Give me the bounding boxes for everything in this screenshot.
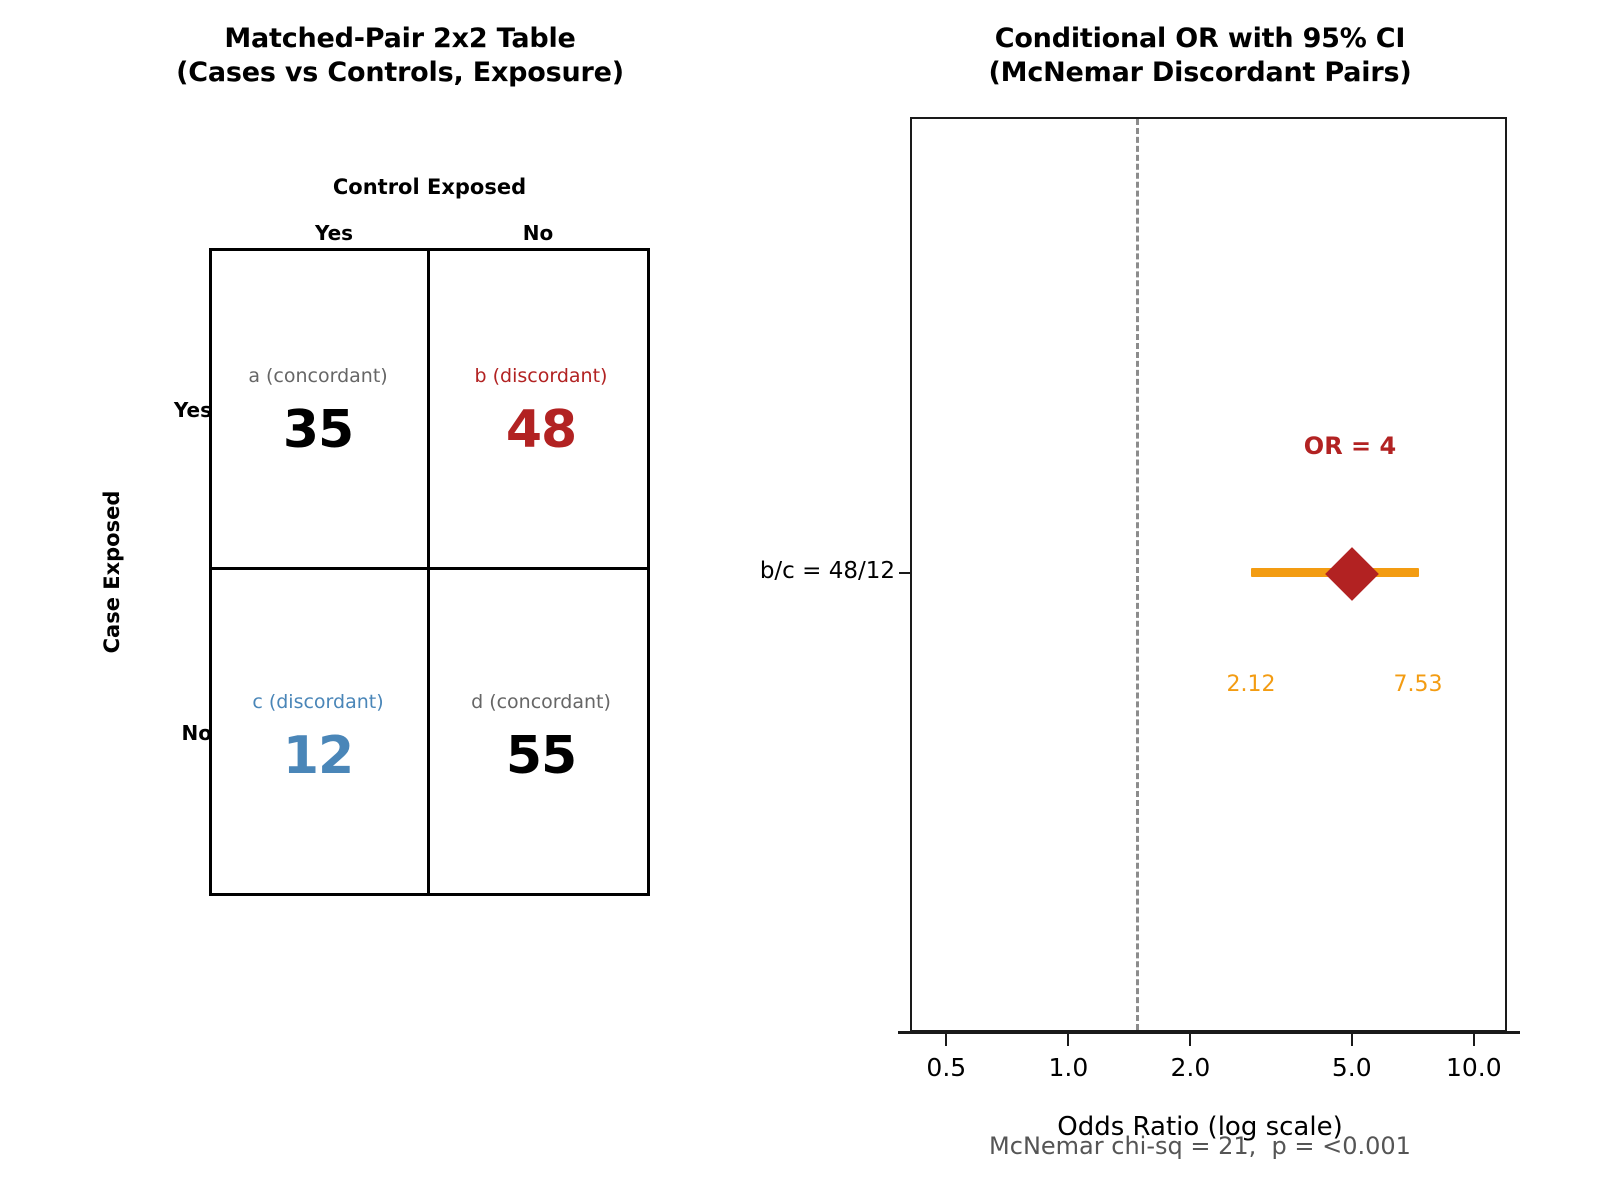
odds-ratio-value-label: OR = 4 bbox=[1303, 432, 1397, 460]
right-panel-title-line2: (McNemar Discordant Pairs) bbox=[988, 57, 1412, 88]
control-exposed-label: Control Exposed bbox=[332, 175, 527, 199]
x-axis-tick-0.5 bbox=[945, 1031, 948, 1046]
left-panel-title-line1: Matched-Pair 2x2 Table bbox=[224, 23, 576, 54]
x-axis-tick-2.0 bbox=[1189, 1031, 1192, 1046]
x-axis-tick-label-5.0: 5.0 bbox=[1331, 1053, 1372, 1082]
matched-pair-table-panel: Matched-Pair 2x2 Table (Cases vs Control… bbox=[0, 22, 800, 896]
x-axis-tick-10.0 bbox=[1472, 1031, 1475, 1046]
ci-lower-bound-label: 2.12 bbox=[1226, 672, 1276, 697]
cell-b-label: b (discordant) bbox=[474, 365, 608, 387]
case-exposed-label: Case Exposed bbox=[100, 490, 124, 654]
cell-c-label: c (discordant) bbox=[252, 691, 384, 713]
x-axis-tick-label-10.0: 10.0 bbox=[1445, 1053, 1502, 1082]
x-axis-line bbox=[898, 1031, 1520, 1034]
null-reference-line bbox=[1136, 119, 1139, 1030]
left-panel-title: Matched-Pair 2x2 Table (Cases vs Control… bbox=[0, 22, 800, 90]
cell-c-value: 12 bbox=[282, 726, 354, 786]
y-axis-tick bbox=[899, 572, 910, 574]
row-header-no: No bbox=[181, 721, 212, 745]
mcnemar-test-footnote: McNemar chi-sq = 21, p = <0.001 bbox=[989, 1132, 1411, 1160]
cell-a-value: 35 bbox=[282, 400, 354, 460]
ci-upper-bound-label: 7.53 bbox=[1393, 672, 1443, 697]
table-horizontal-divider bbox=[209, 567, 650, 570]
x-axis-tick-label-0.5: 0.5 bbox=[926, 1053, 967, 1082]
right-panel-title-line1: Conditional OR with 95% CI bbox=[994, 23, 1406, 54]
table-vertical-divider bbox=[427, 248, 430, 896]
left-panel-title-line2: (Cases vs Controls, Exposure) bbox=[176, 57, 624, 88]
x-axis-tick-1.0 bbox=[1067, 1031, 1070, 1046]
forest-plot-panel: Conditional OR with 95% CI (McNemar Disc… bbox=[760, 0, 1600, 1200]
discordant-pairs-row-label: b/c = 48/12 bbox=[759, 558, 895, 584]
x-axis-tick-5.0 bbox=[1350, 1031, 1353, 1046]
x-axis-tick-label-1.0: 1.0 bbox=[1048, 1053, 1089, 1082]
x-axis-tick-label-2.0: 2.0 bbox=[1170, 1053, 1211, 1082]
row-header-yes: Yes bbox=[173, 398, 212, 422]
column-header-no: No bbox=[522, 221, 554, 245]
cell-d-label: d (concordant) bbox=[471, 691, 611, 713]
column-header-yes: Yes bbox=[314, 221, 354, 245]
x-axis-title: Odds Ratio (log scale) bbox=[1057, 1112, 1343, 1142]
cell-b-value: 48 bbox=[505, 400, 577, 460]
right-panel-title: Conditional OR with 95% CI (McNemar Disc… bbox=[800, 22, 1600, 90]
cell-a-label: a (concordant) bbox=[248, 365, 388, 387]
cell-d-value: 55 bbox=[505, 726, 577, 786]
